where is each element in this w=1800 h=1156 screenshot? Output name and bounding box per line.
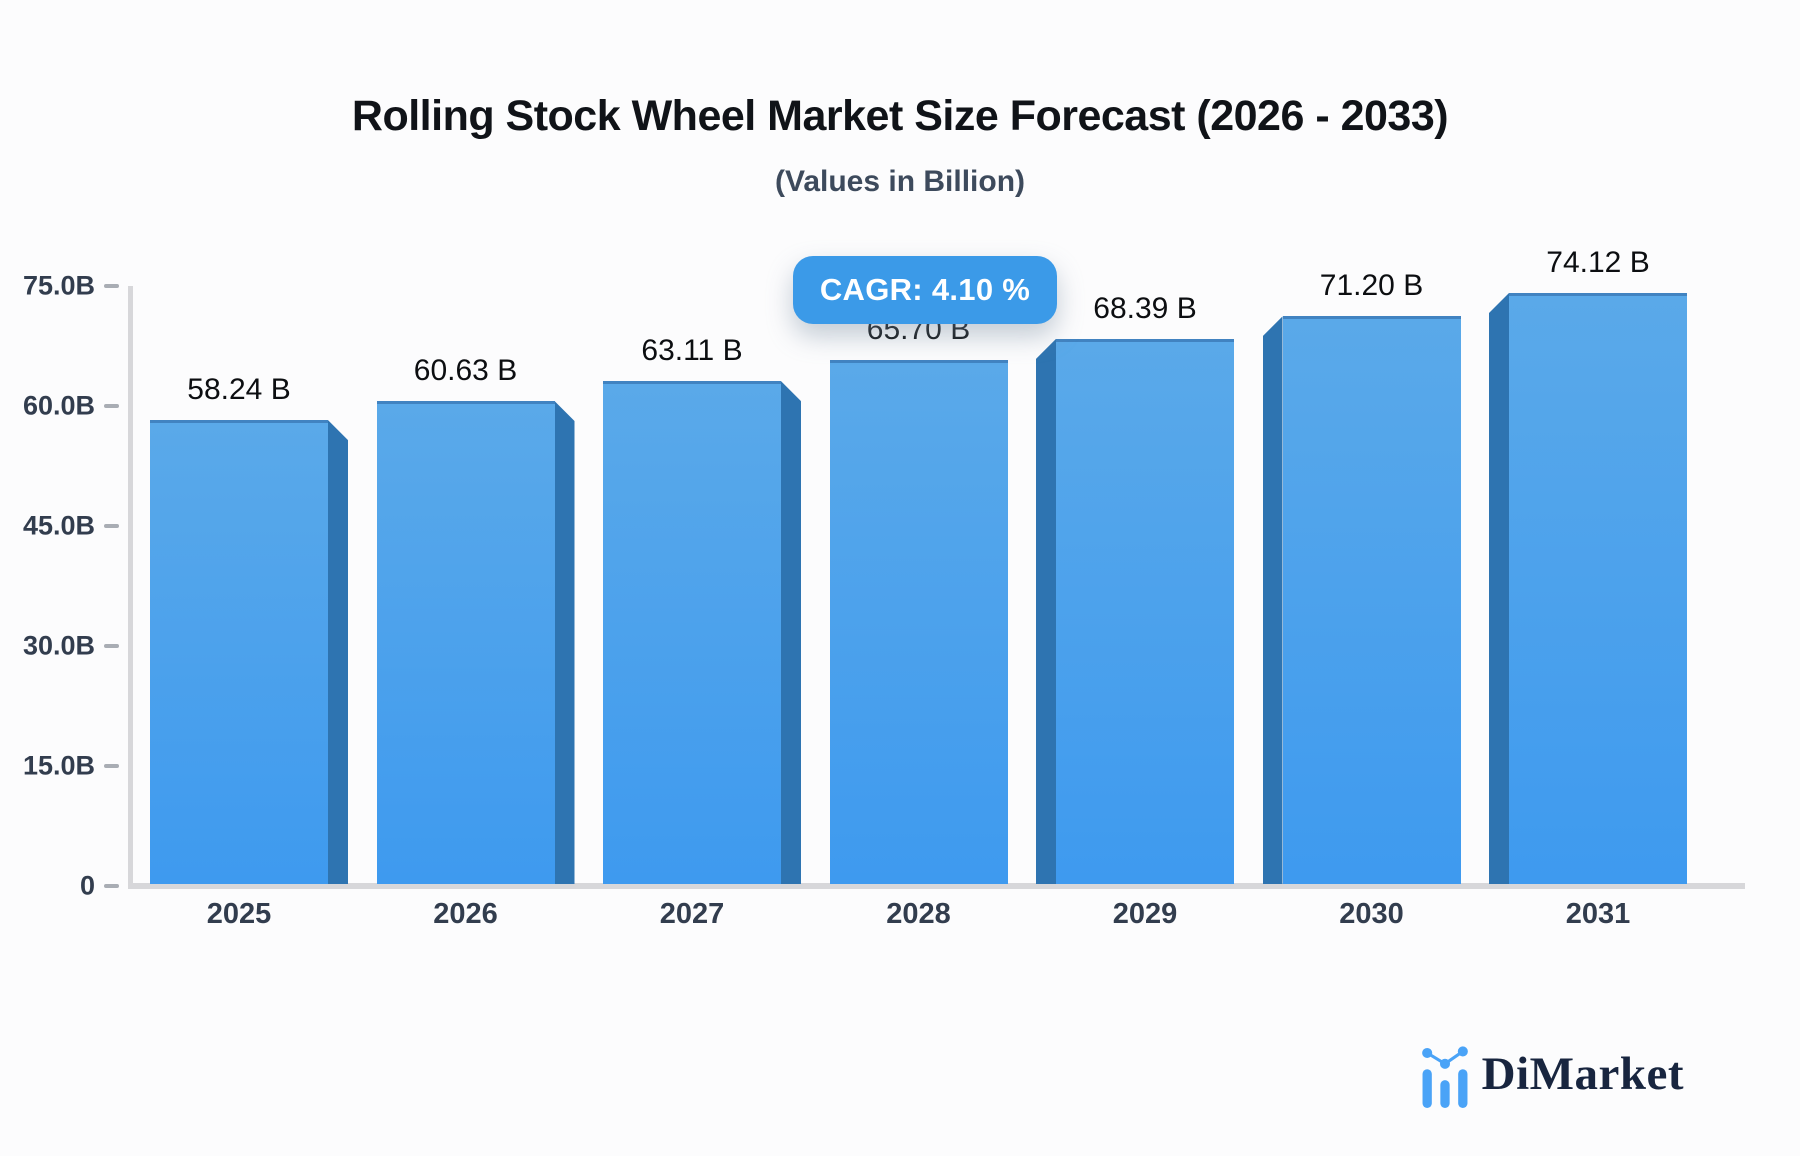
bar-2029: [1056, 338, 1234, 884]
bar-2031: [1509, 293, 1687, 884]
logo-text: DiMarket: [1481, 1048, 1684, 1100]
bar-value-label: 58.24 B: [187, 373, 291, 407]
brand-logo: DiMarket: [1421, 1046, 1684, 1108]
bar-2028: [829, 360, 1008, 884]
bar-2027: [603, 381, 781, 884]
bar-2026: [376, 400, 555, 884]
x-axis-label-2026: 2026: [433, 898, 498, 930]
x-axis-label-2027: 2027: [659, 898, 725, 930]
ytick-mark: [104, 284, 119, 288]
ytick-label: 60.0B: [22, 390, 95, 421]
ytick-mark: [104, 404, 119, 408]
x-axis-label-2025: 2025: [206, 898, 272, 930]
ytick-label: 30.0B: [22, 630, 95, 661]
bar-2025-side: [328, 420, 348, 884]
ytick-label: 75.0B: [22, 270, 95, 301]
bar-2030-side: [1262, 316, 1283, 884]
bar-2027-side: [781, 381, 801, 884]
x-axis-label-2029: 2029: [1112, 898, 1178, 930]
bar-value-label: 63.11 B: [641, 334, 743, 368]
chart-title: Rolling Stock Wheel Market Size Forecast…: [351, 92, 1449, 140]
bar-2025: [150, 420, 328, 884]
ytick-label: 15.0B: [22, 750, 95, 781]
ytick-mark: [104, 764, 119, 768]
ytick-mark: [104, 644, 119, 648]
x-axis-label-2031: 2031: [1565, 898, 1631, 930]
chart-subtitle: (Values in Billion): [774, 165, 1026, 198]
y-axis-line: [128, 286, 133, 887]
bar-2029-side: [1036, 338, 1056, 884]
bar-value-label: 74.12 B: [1546, 246, 1650, 280]
ytick-mark: [104, 524, 119, 528]
bar-value-label: 71.20 B: [1319, 269, 1424, 303]
bar-2030: [1282, 316, 1461, 884]
cagr-badge: CAGR: 4.10 %: [793, 256, 1057, 324]
bar-value-label: 60.63 B: [413, 353, 518, 387]
x-axis-baseline: [128, 883, 1745, 889]
x-axis-label-2028: 2028: [886, 898, 951, 930]
ytick-label: 0: [79, 870, 95, 901]
ytick-label: 45.0B: [22, 510, 95, 541]
bar-2031-side: [1489, 293, 1509, 884]
bar-value-label: 68.39 B: [1093, 291, 1197, 325]
bar-2026-side: [554, 400, 575, 884]
bar-chart-trendline-icon: [1421, 1046, 1468, 1108]
x-axis-label-2030: 2030: [1339, 898, 1404, 930]
ytick-mark: [104, 884, 119, 888]
cagr-badge-label: CAGR: 4.10 %: [819, 272, 1031, 307]
